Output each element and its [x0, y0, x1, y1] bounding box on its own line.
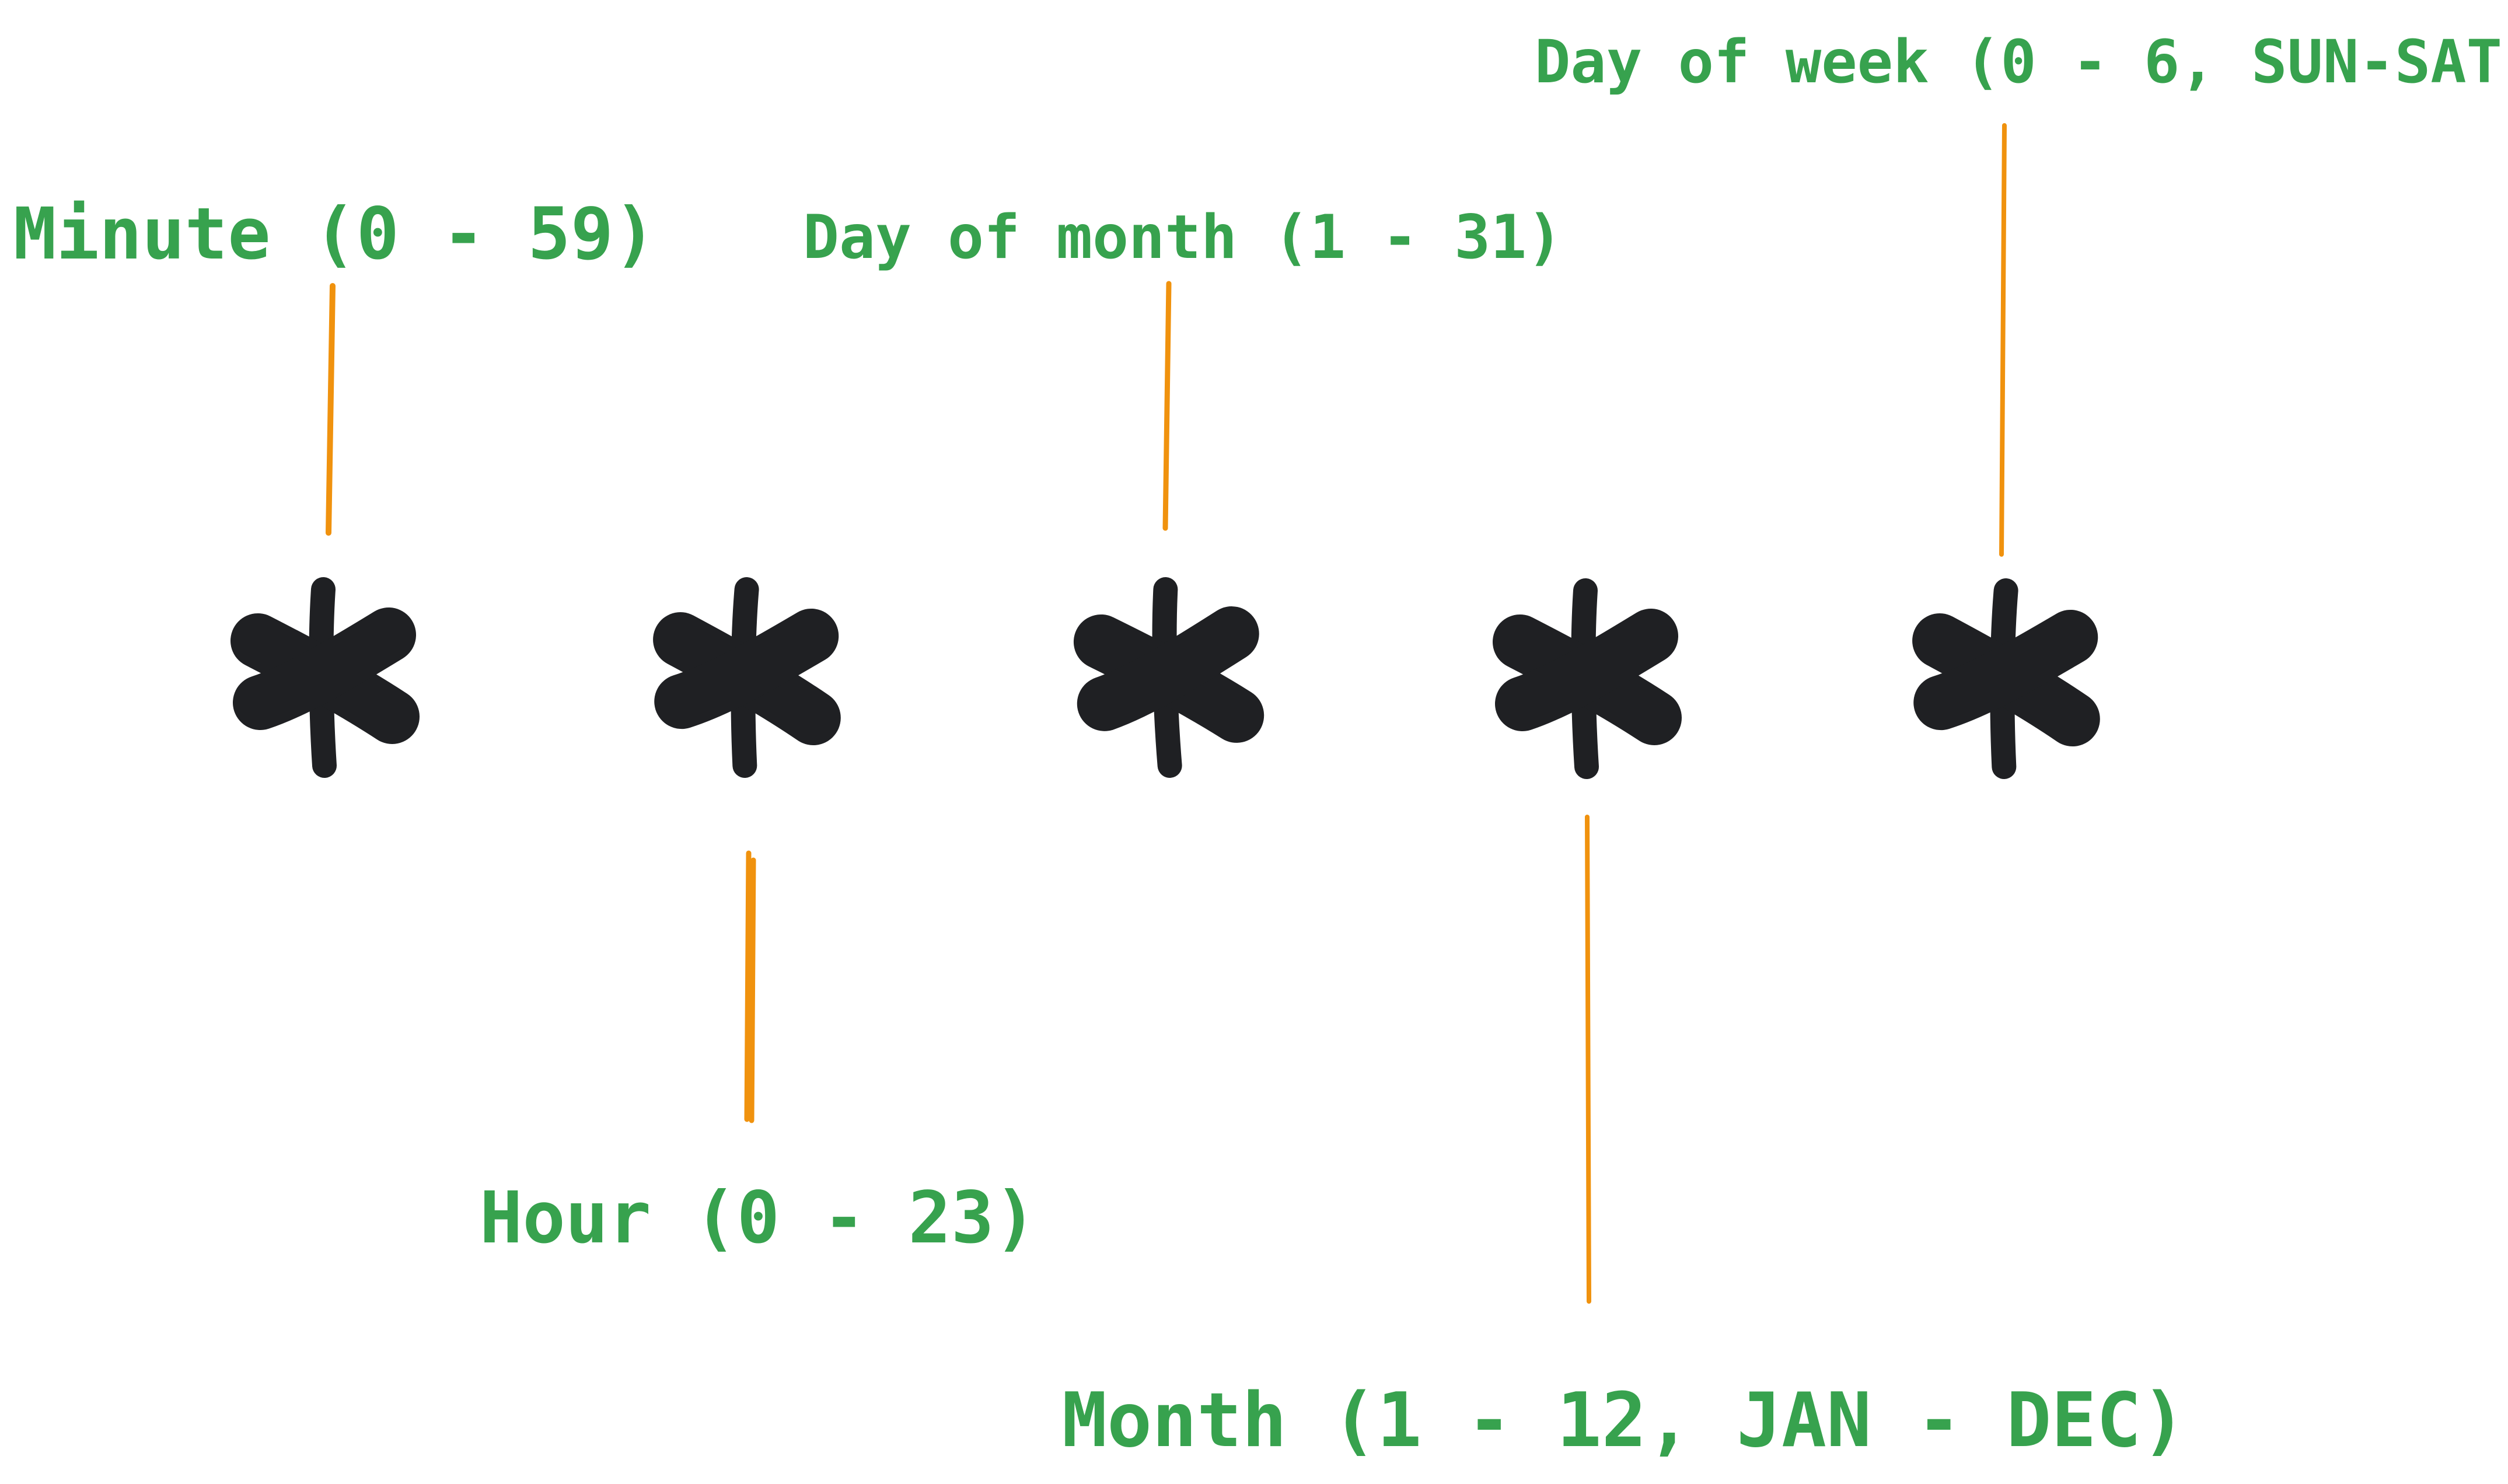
label-minute: Minute (0 - 59): [13, 193, 656, 275]
connector-line-day-of-week: [1999, 123, 2007, 557]
connector-line-minute: [326, 283, 336, 536]
connector-line-hour-stroke-2: [749, 857, 756, 1123]
connector-line-day-of-month: [1162, 281, 1172, 531]
label-day-of-month: Day of month (1 - 31): [803, 202, 1563, 273]
asterisk-row: [258, 588, 2075, 768]
asterisk-hour: [678, 588, 815, 767]
connector-lines: [326, 123, 2007, 1304]
asterisk-day-of-month: [1100, 588, 1237, 767]
connector-line-month: [1585, 815, 1591, 1304]
connector-line-hour-stroke-1: [744, 850, 752, 1122]
label-month: Month (1 - 12, JAN - DEC): [1062, 1377, 2186, 1464]
asterisk-day-of-week: [1937, 589, 2074, 768]
asterisk-month: [1520, 591, 1654, 767]
connector-line-hour: [744, 850, 756, 1123]
label-hour: Hour (0 - 23): [480, 1176, 1037, 1259]
asterisk-minute: [258, 589, 392, 766]
label-day-of-week: Day of week (0 - 6, SUN-SAT): [1535, 27, 2508, 97]
